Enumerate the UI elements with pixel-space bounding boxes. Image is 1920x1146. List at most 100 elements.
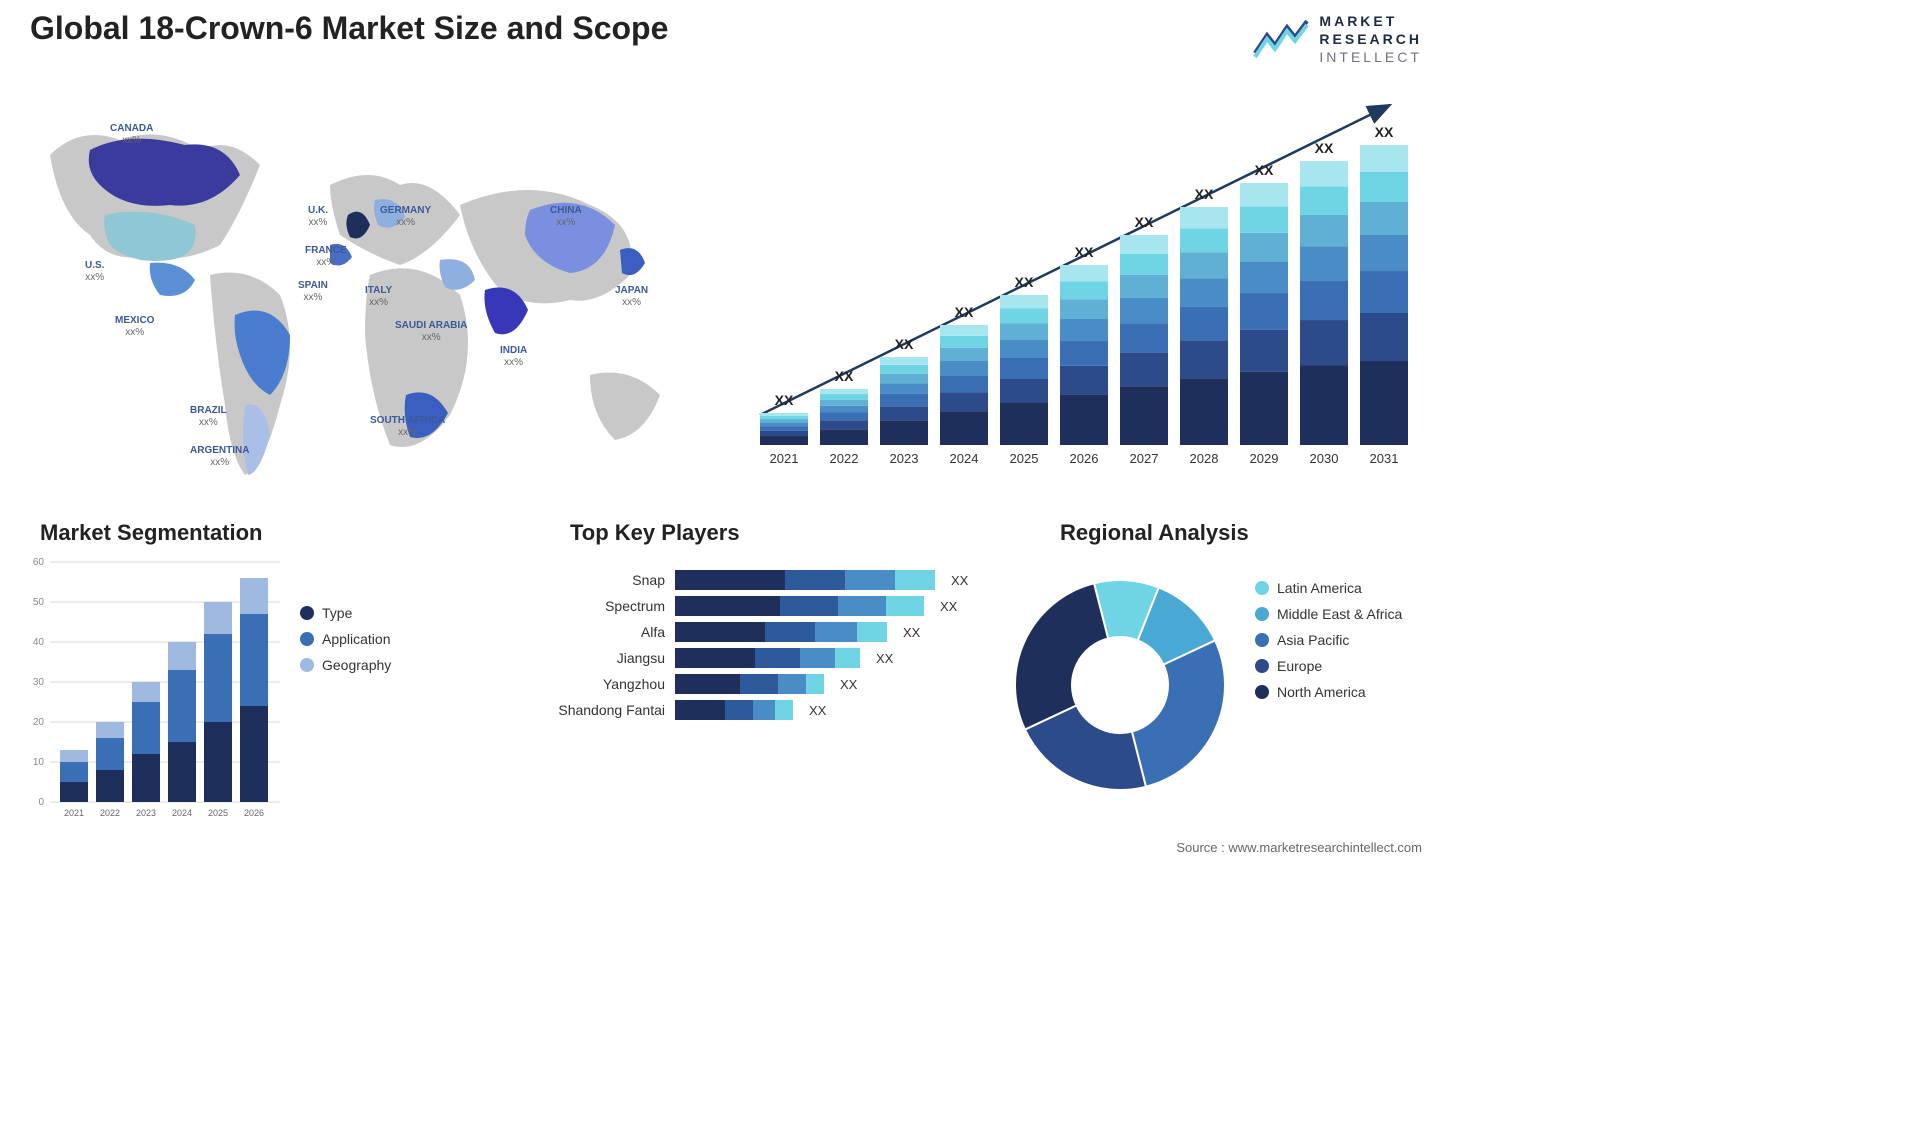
- player-value: XX: [840, 677, 857, 692]
- svg-text:XX: XX: [775, 392, 794, 408]
- svg-text:2025: 2025: [1010, 451, 1039, 466]
- svg-text:60: 60: [33, 557, 45, 568]
- map-country-label: SPAINxx%: [298, 280, 328, 304]
- svg-text:XX: XX: [1315, 140, 1334, 156]
- svg-text:2024: 2024: [950, 451, 979, 466]
- player-row: Alfa XX: [555, 622, 968, 642]
- map-country-label: U.K.xx%: [308, 205, 328, 229]
- svg-text:2025: 2025: [208, 808, 228, 818]
- segmentation-legend-item: Geography: [300, 657, 391, 673]
- svg-text:20: 20: [33, 717, 45, 728]
- player-name: Jiangsu: [555, 650, 665, 666]
- regional-donut: [1000, 565, 1240, 805]
- svg-text:10: 10: [33, 757, 45, 768]
- svg-text:2028: 2028: [1190, 451, 1219, 466]
- svg-text:XX: XX: [835, 368, 854, 384]
- svg-text:40: 40: [33, 637, 45, 648]
- player-row: Spectrum XX: [555, 596, 968, 616]
- map-country-label: SOUTH AFRICAxx%: [370, 415, 445, 439]
- player-name: Yangzhou: [555, 676, 665, 692]
- svg-text:2026: 2026: [1070, 451, 1099, 466]
- logo-line2: RESEARCH: [1319, 31, 1422, 47]
- svg-text:XX: XX: [1015, 274, 1034, 290]
- player-bar: [675, 648, 860, 668]
- page-title: Global 18-Crown-6 Market Size and Scope: [30, 10, 668, 47]
- growth-chart: XX 2021 XX 2022 XX 2023 XX 2024 XX 2025 XX 2026 XX 20…: [730, 95, 1435, 475]
- map-country-label: SAUDI ARABIAxx%: [395, 320, 467, 344]
- svg-text:50: 50: [33, 597, 45, 608]
- player-bar: [675, 570, 935, 590]
- svg-text:2029: 2029: [1250, 451, 1279, 466]
- source-credit: Source : www.marketresearchintellect.com: [1176, 840, 1422, 855]
- player-row: Yangzhou XX: [555, 674, 968, 694]
- regional-legend-item: Europe: [1255, 658, 1402, 674]
- map-country-label: U.S.xx%: [85, 260, 104, 284]
- player-name: Alfa: [555, 624, 665, 640]
- logo-line1: MARKET: [1319, 13, 1397, 29]
- svg-text:2021: 2021: [770, 451, 799, 466]
- player-row: Jiangsu XX: [555, 648, 968, 668]
- map-country-label: JAPANxx%: [615, 285, 648, 309]
- players-list: Snap XX Spectrum XX Alfa XX Jiangsu XX Yangzhou X…: [555, 570, 968, 726]
- svg-text:XX: XX: [1375, 124, 1394, 140]
- player-value: XX: [951, 573, 968, 588]
- player-name: Shandong Fantai: [555, 702, 665, 718]
- map-country-label: ARGENTINAxx%: [190, 445, 249, 469]
- map-country-label: INDIAxx%: [500, 345, 527, 369]
- logo-mark-icon: [1253, 19, 1309, 59]
- svg-text:XX: XX: [955, 304, 974, 320]
- player-value: XX: [940, 599, 957, 614]
- segmentation-chart: 0 10 20 30 40 50 60 2021 2022 2023 2024 2025 2026: [20, 552, 310, 832]
- player-name: Snap: [555, 572, 665, 588]
- svg-text:XX: XX: [1075, 244, 1094, 260]
- map-country-label: ITALYxx%: [365, 285, 392, 309]
- svg-text:0: 0: [38, 797, 44, 808]
- segmentation-legend-item: Application: [300, 631, 391, 647]
- player-row: Shandong Fantai XX: [555, 700, 968, 720]
- svg-text:2023: 2023: [136, 808, 156, 818]
- player-value: XX: [876, 651, 893, 666]
- svg-text:2031: 2031: [1370, 451, 1399, 466]
- map-country-label: BRAZILxx%: [190, 405, 227, 429]
- segmentation-legend: Type Application Geography: [300, 605, 391, 683]
- growth-chart-svg: XX 2021 XX 2022 XX 2023 XX 2024 XX 2025 XX 2026 XX 20…: [730, 95, 1435, 475]
- players-title: Top Key Players: [570, 520, 740, 546]
- map-country-label: MEXICOxx%: [115, 315, 154, 339]
- svg-text:2021: 2021: [64, 808, 84, 818]
- map-country-label: GERMANYxx%: [380, 205, 431, 229]
- player-bar: [675, 700, 793, 720]
- player-bar: [675, 622, 887, 642]
- player-value: XX: [903, 625, 920, 640]
- svg-text:XX: XX: [1195, 186, 1214, 202]
- map-country-label: CHINAxx%: [550, 205, 582, 229]
- regional-legend-item: Latin America: [1255, 580, 1402, 596]
- segmentation-title: Market Segmentation: [40, 520, 263, 546]
- player-bar: [675, 674, 824, 694]
- player-bar: [675, 596, 924, 616]
- world-map: CANADAxx%U.S.xx%MEXICOxx%BRAZILxx%ARGENT…: [30, 95, 690, 495]
- regional-legend-item: North America: [1255, 684, 1402, 700]
- segmentation-legend-item: Type: [300, 605, 391, 621]
- svg-text:2024: 2024: [172, 808, 192, 818]
- svg-text:2026: 2026: [244, 808, 264, 818]
- brand-logo: MARKET RESEARCH INTELLECT: [1253, 12, 1422, 67]
- map-country-label: FRANCExx%: [305, 245, 347, 269]
- svg-text:2022: 2022: [830, 451, 859, 466]
- player-row: Snap XX: [555, 570, 968, 590]
- svg-text:XX: XX: [1135, 214, 1154, 230]
- regional-legend-item: Middle East & Africa: [1255, 606, 1402, 622]
- svg-text:2023: 2023: [890, 451, 919, 466]
- svg-text:XX: XX: [895, 336, 914, 352]
- player-value: XX: [809, 703, 826, 718]
- svg-text:2030: 2030: [1310, 451, 1339, 466]
- regional-title: Regional Analysis: [1060, 520, 1249, 546]
- svg-text:2027: 2027: [1130, 451, 1159, 466]
- svg-text:2022: 2022: [100, 808, 120, 818]
- player-name: Spectrum: [555, 598, 665, 614]
- regional-legend-item: Asia Pacific: [1255, 632, 1402, 648]
- regional-legend: Latin America Middle East & Africa Asia Pa…: [1255, 580, 1402, 710]
- svg-text:30: 30: [33, 677, 45, 688]
- logo-line3: INTELLECT: [1319, 49, 1421, 65]
- svg-text:XX: XX: [1255, 162, 1274, 178]
- world-map-svg: [30, 95, 690, 495]
